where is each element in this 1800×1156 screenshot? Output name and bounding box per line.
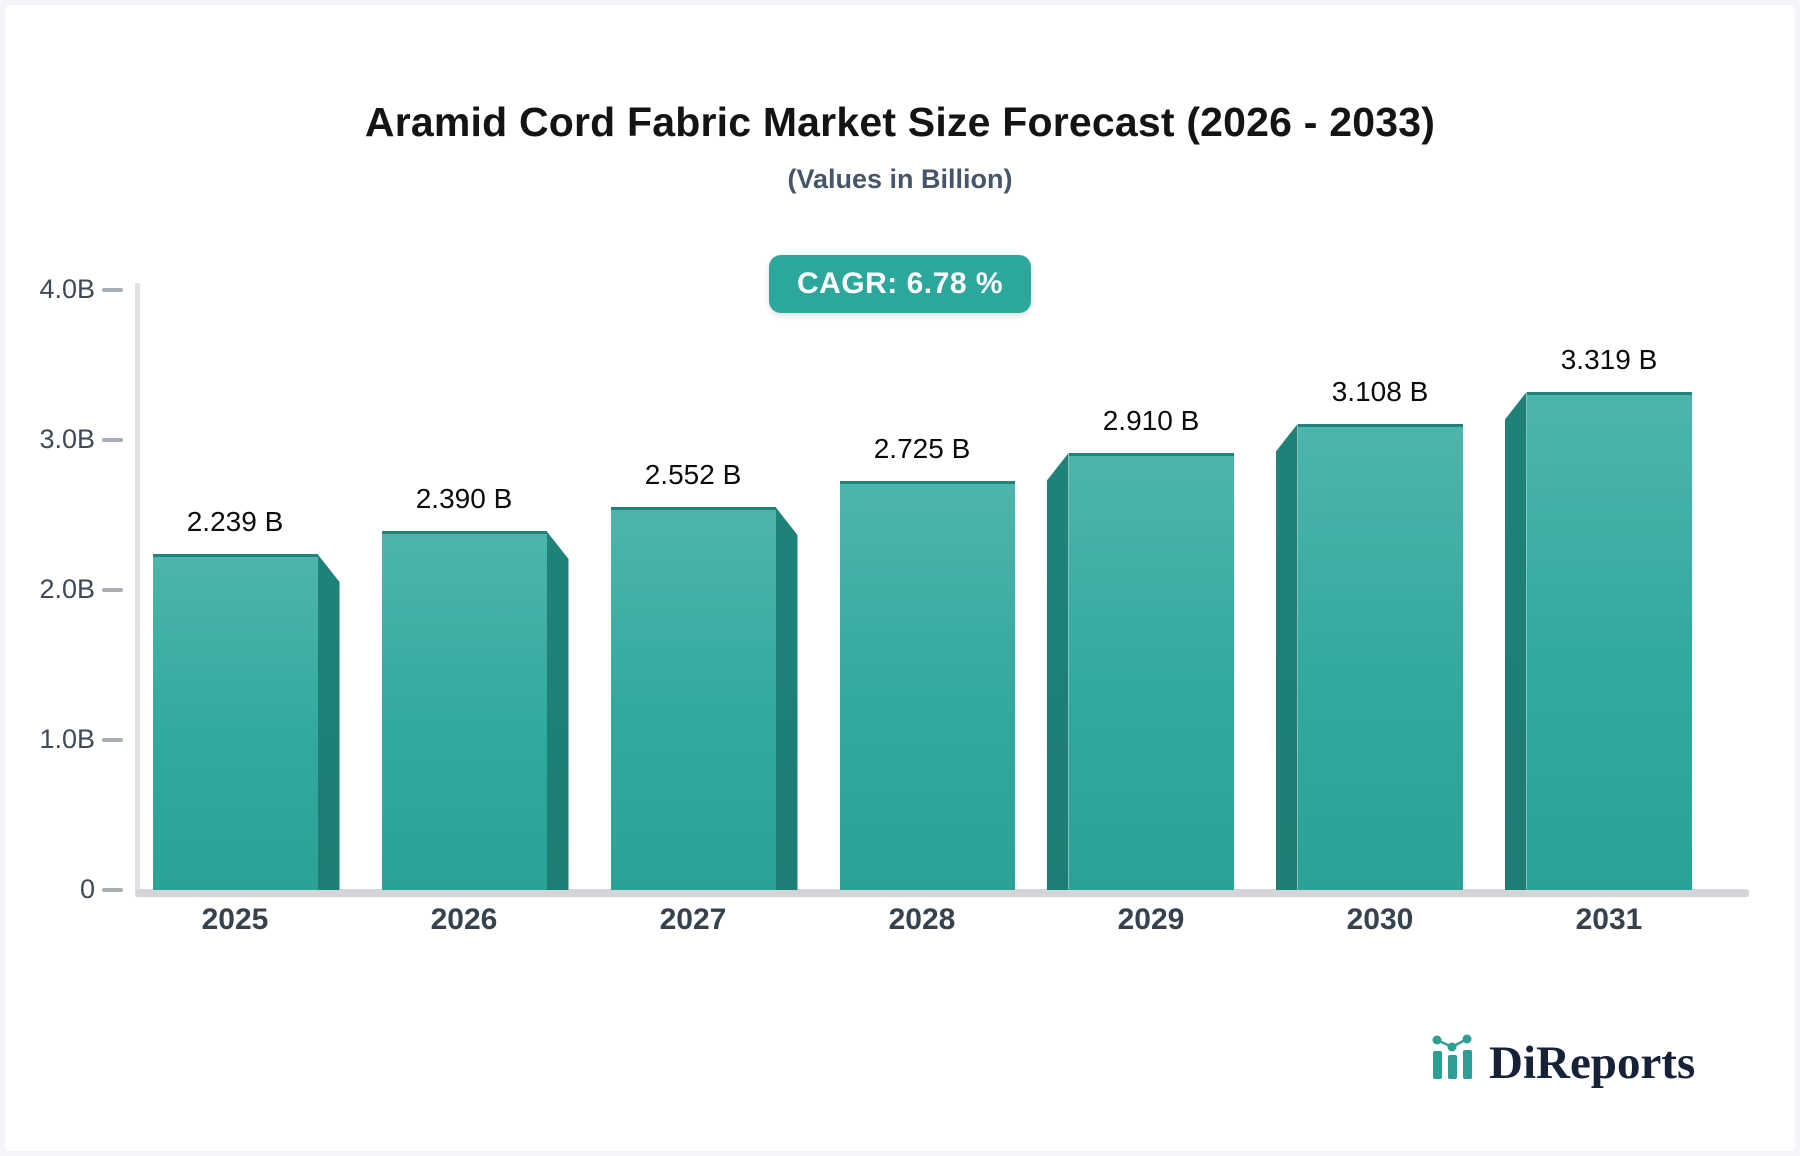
bar-side-face xyxy=(1275,424,1298,890)
bar-face xyxy=(610,507,776,890)
bar-value-label: 2.390 B xyxy=(415,483,513,514)
bar-face xyxy=(839,481,1015,890)
cagr-badge: CAGR: 6.78 % xyxy=(768,255,1032,313)
bar-side-face xyxy=(317,554,340,890)
y-axis-line xyxy=(135,283,140,890)
x-axis-baseline xyxy=(135,889,1749,897)
bar-2028 xyxy=(839,481,1015,890)
logo-text: DiReports xyxy=(1489,1037,1696,1089)
bar-side-face xyxy=(1046,453,1069,890)
bar-face xyxy=(1297,424,1463,890)
cagr-badge-row: CAGR: 6.78 % xyxy=(5,255,1795,313)
bar-2031 xyxy=(1504,392,1692,890)
bar-face xyxy=(1526,392,1692,890)
x-axis-label: 2031 xyxy=(1575,903,1643,936)
x-axis-label: 2027 xyxy=(659,903,727,936)
bar-value-label: 2.552 B xyxy=(644,459,742,490)
bar-2026 xyxy=(381,531,569,890)
title-block: Aramid Cord Fabric Market Size Forecast … xyxy=(5,99,1795,195)
bar-value-label: 2.910 B xyxy=(1102,405,1200,436)
y-axis-label: 4.0B xyxy=(39,274,95,304)
page-subtitle: (Values in Billion) xyxy=(787,164,1013,194)
bar-value-label: 2.725 B xyxy=(873,433,971,464)
bar-value-label: 3.108 B xyxy=(1331,376,1429,407)
y-axis-label: 1.0B xyxy=(39,724,95,754)
x-axis-label: 2028 xyxy=(888,903,956,936)
bar-face xyxy=(381,531,547,890)
x-axis-label: 2029 xyxy=(1117,903,1185,936)
x-axis-label: 2026 xyxy=(430,903,498,936)
bar-2027 xyxy=(610,507,798,890)
bar-side-face xyxy=(1504,392,1527,890)
y-axis-tick xyxy=(102,588,123,592)
y-axis-tick xyxy=(102,738,123,742)
mini-bar-line-chart-icon xyxy=(1432,1034,1472,1079)
bar-2030 xyxy=(1275,424,1463,890)
bar-2025 xyxy=(152,554,340,890)
y-axis-label: 3.0B xyxy=(39,424,95,454)
bar-face xyxy=(152,554,318,890)
page-title: Aramid Cord Fabric Market Size Forecast … xyxy=(364,99,1436,145)
y-axis-tick xyxy=(102,288,123,292)
y-axis-label: 0 xyxy=(79,874,95,904)
bar-face xyxy=(1068,453,1234,890)
x-axis-label: 2025 xyxy=(201,903,269,936)
bar-value-label: 3.319 B xyxy=(1560,344,1658,375)
bar-side-face xyxy=(546,531,569,890)
bar-value-label: 2.239 B xyxy=(186,506,284,537)
y-axis-label: 2.0B xyxy=(39,574,95,604)
y-axis-tick xyxy=(102,888,123,892)
direports-logo: DiReports xyxy=(1429,1031,1695,1087)
bar-side-face xyxy=(775,507,798,890)
bar-2029 xyxy=(1046,453,1234,890)
y-axis-tick xyxy=(102,438,123,442)
x-axis-label: 2030 xyxy=(1346,903,1414,936)
